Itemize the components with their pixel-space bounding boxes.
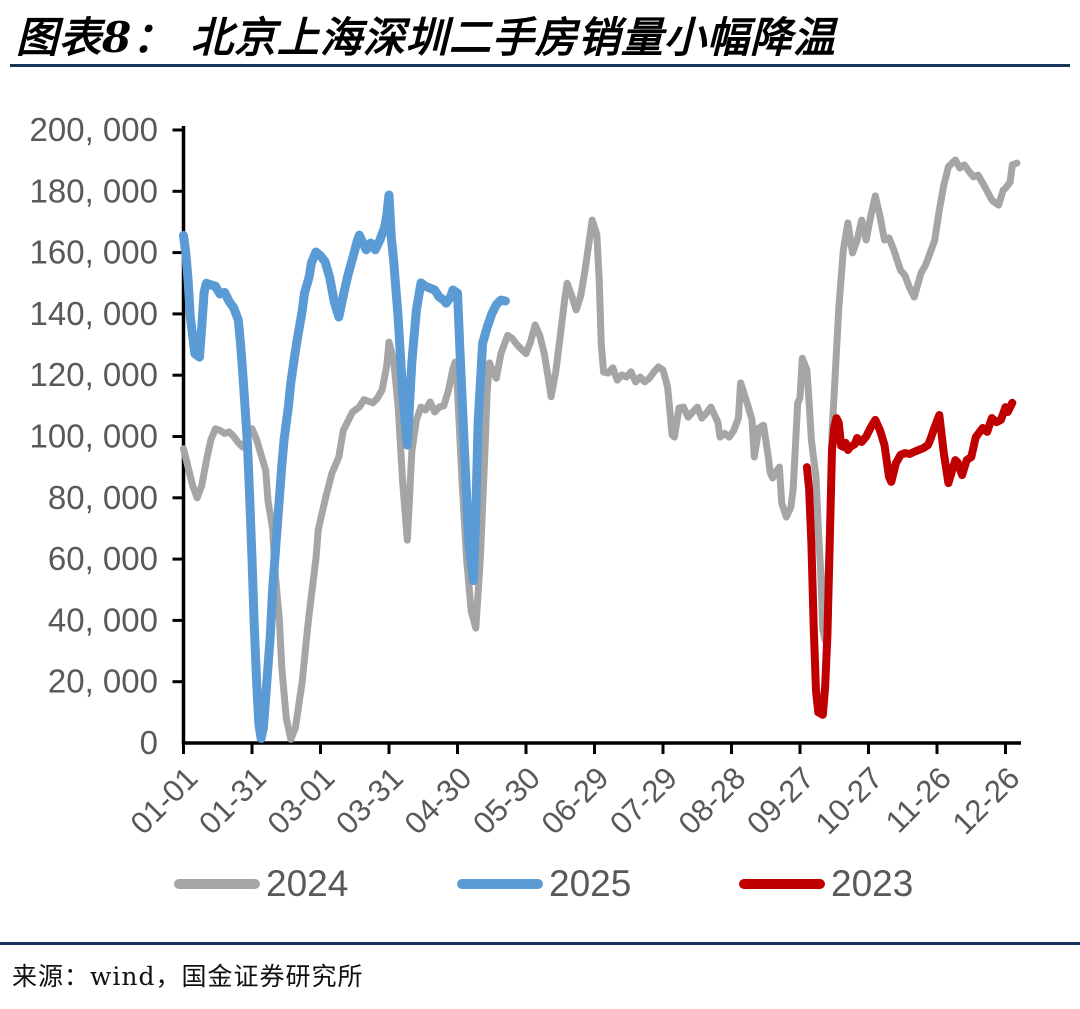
legend-item-2023: 2023 [739,862,913,906]
x-tick-label: 06-29 [535,760,616,841]
legend-swatch-2025 [457,879,543,889]
title-separator-line [10,64,1070,67]
figure-title: 图表8： 北京上海深圳二手房销量小幅降温 [16,13,836,62]
x-tick-label: 04-30 [398,760,479,841]
y-tick-label: 140, 000 [30,295,158,332]
y-tick-label: 160, 000 [30,234,158,271]
legend-item-2025: 2025 [457,862,631,906]
y-tick-label: 40, 000 [48,601,158,638]
legend-item-2024: 2024 [174,862,348,906]
x-tick-label: 03-31 [329,760,410,841]
series-line-2025 [179,190,510,743]
chart-legend: 2024 2025 2023 [0,862,1080,906]
x-tick-label: 12-26 [946,760,1027,841]
footer-separator-line [0,942,1080,945]
y-tick-label: 200, 000 [30,111,158,148]
series-line-2023 [802,398,1017,719]
x-tick-label: 01-31 [192,760,273,841]
legend-label-2024: 2024 [266,863,349,904]
x-tick-label: 10-27 [809,760,890,841]
y-tick-label: 20, 000 [48,663,158,700]
legend-label-2025: 2025 [549,863,632,904]
x-tick-label: 07-29 [603,760,684,841]
y-tick-label: 120, 000 [30,356,158,393]
source-note: 来源：wind，国金证券研究所 [12,962,364,991]
y-tick-label: 0 [140,724,158,761]
legend-swatch-2023 [739,879,825,889]
y-tick-label: 180, 000 [30,172,158,209]
x-tick-label: 09-27 [740,760,821,841]
y-tick-label: 80, 000 [48,479,158,516]
x-tick-label: 08-28 [672,760,753,841]
series-line-2024 [180,156,1021,743]
legend-label-2023: 2023 [831,863,914,904]
x-tick-label: 03-01 [261,760,342,841]
x-tick-label: 11-26 [879,760,958,839]
x-tick-label: 05-30 [466,760,547,841]
x-tick-label: 01-01 [124,760,205,841]
legend-swatch-2024 [174,879,260,889]
y-tick-label: 100, 000 [30,418,158,455]
y-tick-label: 60, 000 [48,540,158,577]
